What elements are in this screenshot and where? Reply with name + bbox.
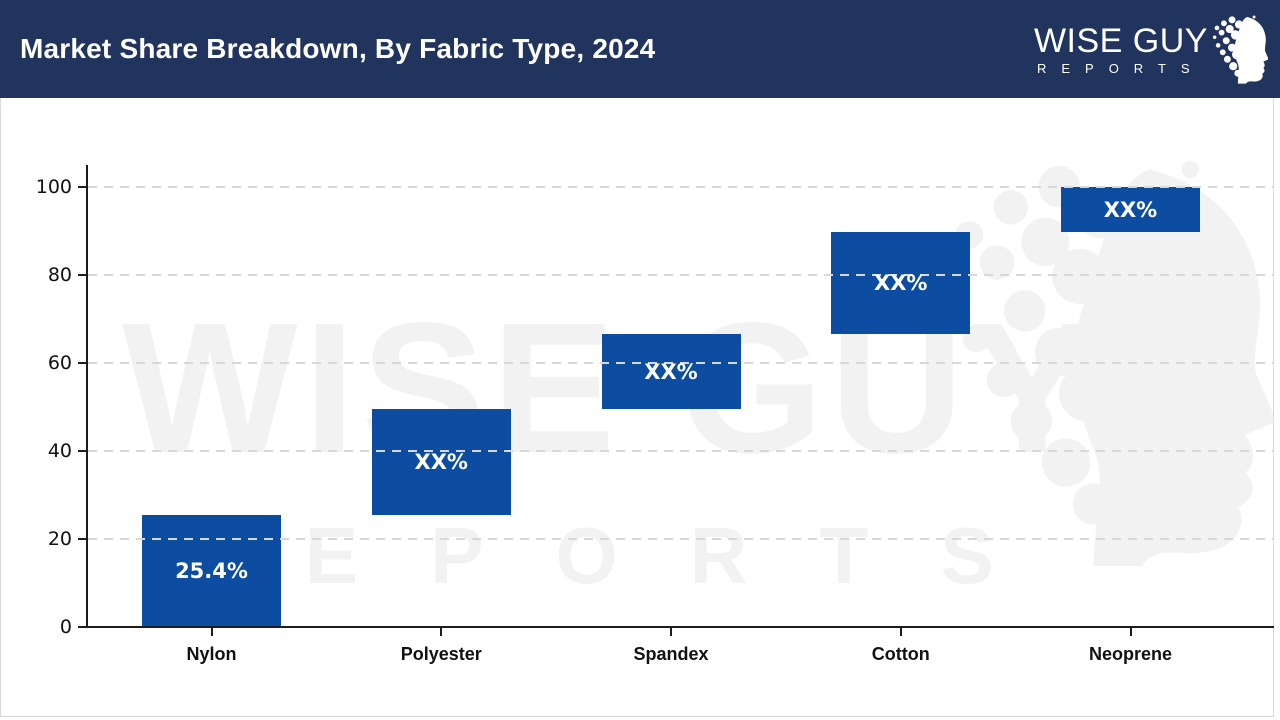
x-tick-label: Cotton [871, 644, 930, 664]
logo-head-icon [1212, 15, 1268, 84]
bar-value-label: XX% [874, 271, 928, 296]
gridline [88, 450, 1273, 452]
x-tick-label: Neoprene [1088, 644, 1173, 664]
x-tick-mark [440, 628, 443, 636]
bar-value-label: XX% [644, 359, 698, 384]
bar-value-label: XX% [414, 450, 468, 474]
y-tick-label: 80 [47, 264, 72, 286]
x-tick-mark [210, 628, 213, 636]
y-tick-label: 40 [47, 440, 72, 462]
x-tick-mark [1129, 628, 1132, 636]
x-tick-label: Polyester [400, 644, 482, 664]
y-tick-mark [78, 186, 86, 188]
x-tick-mark [670, 628, 672, 636]
gridline [88, 538, 1273, 540]
watermark-subtext: REPORTS [175, 511, 1066, 600]
y-tick-label: 100 [35, 176, 72, 198]
y-tick-label: 60 [47, 352, 72, 374]
bar-cotton [831, 232, 971, 335]
x-tick-label: Spandex [633, 644, 709, 664]
wise-guy-logo: WISE GUY REPORTS [1034, 8, 1268, 92]
x-tick-label: Nylon [186, 644, 237, 664]
logo-wordmark: WISE GUY [1033, 22, 1208, 60]
y-tick-label: 20 [47, 528, 72, 550]
bar-nylon [142, 515, 281, 627]
y-tick-mark [78, 538, 86, 540]
x-tick-mark [899, 628, 902, 636]
y-tick-mark [78, 450, 86, 452]
gridline [88, 274, 1273, 276]
bar-value-label: 25.4% [175, 559, 248, 584]
logo-subtext: REPORTS [1036, 61, 1205, 76]
bar-polyester [371, 408, 511, 516]
gridline [88, 362, 1273, 364]
y-tick-mark [78, 274, 86, 276]
logo-text: WISE GUY REPORTS [1034, 24, 1208, 76]
header-bar: Market Share Breakdown, By Fabric Type, … [0, 0, 1280, 98]
figure-border [0, 98, 1274, 717]
bar-value-label: XX% [1103, 197, 1158, 222]
bar-neoprene [1061, 187, 1200, 233]
y-tick-mark [78, 626, 86, 628]
bar-spandex [601, 334, 741, 409]
x-axis-line [86, 626, 1274, 628]
chart-title: Market Share Breakdown, By Fabric Type, … [20, 33, 656, 64]
y-tick-mark [78, 362, 86, 364]
y-tick-label: 0 [59, 616, 72, 638]
y-axis-line [86, 165, 88, 628]
gridline [88, 186, 1273, 188]
